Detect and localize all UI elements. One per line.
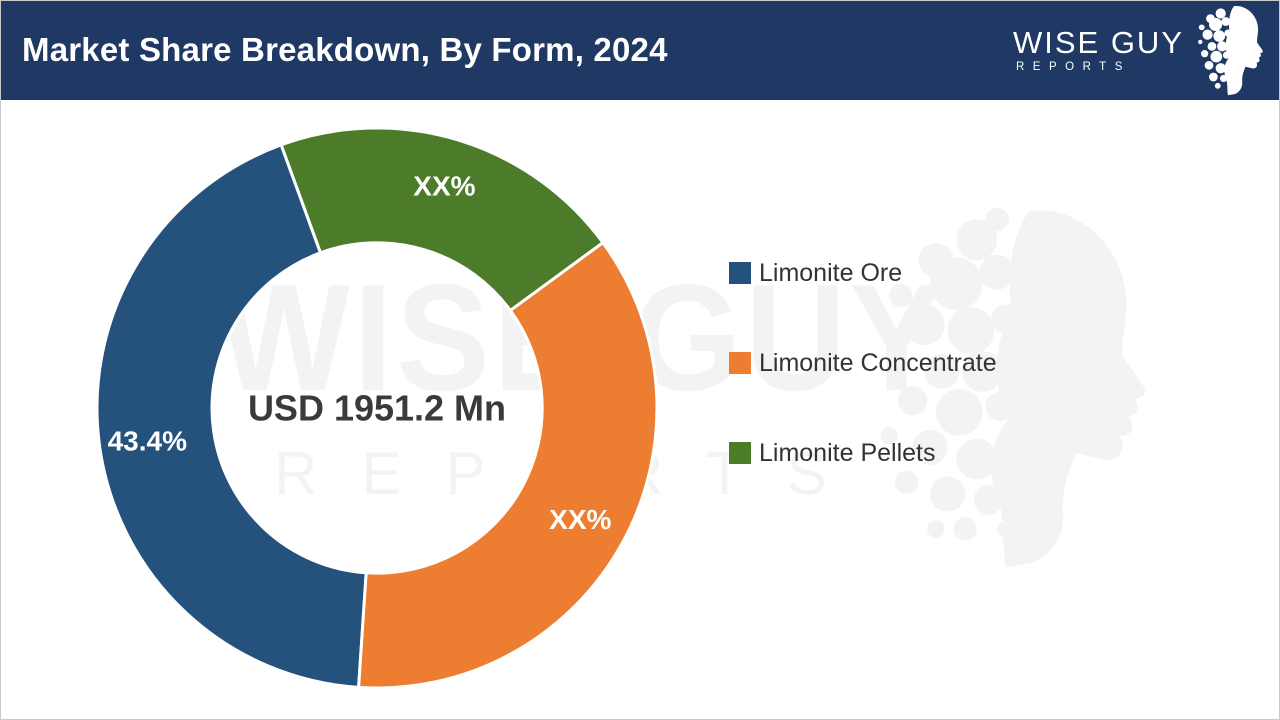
slice-limonite-ore (95, 143, 368, 689)
chart-legend: Limonite Ore Limonite Concentrate Limoni… (729, 258, 997, 531)
head-silhouette-watermark-icon (880, 207, 1145, 568)
slice-limonite-concentrate (357, 241, 659, 690)
legend-swatch-limonite-concentrate (729, 352, 751, 374)
legend-swatch-limonite-ore (729, 262, 751, 284)
chart-title: Market Share Breakdown, By Form, 2024 (22, 31, 668, 68)
slice-label-limonite-pellets: XX% (413, 171, 475, 202)
donut-chart: 43.4% XX% XX% USD 1951.2 Mn (95, 126, 659, 690)
legend-item-limonite-concentrate: Limonite Concentrate (729, 348, 997, 377)
legend-item-limonite-pellets: Limonite Pellets (729, 438, 997, 467)
wise-guy-reports-logo: WISE GUY REPORTS (1013, 4, 1266, 96)
head-silhouette-logo-icon (1198, 6, 1263, 96)
logo-brand-text: WISE GUY (1012, 24, 1184, 60)
slice-label-limonite-concentrate: XX% (549, 504, 611, 535)
legend-item-limonite-ore: Limonite Ore (729, 258, 997, 287)
legend-label: Limonite Ore (759, 258, 903, 287)
legend-swatch-limonite-pellets (729, 442, 751, 464)
donut-center-value: USD 1951.2 Mn (248, 388, 506, 429)
legend-label: Limonite Concentrate (759, 348, 997, 377)
logo-reports-text: REPORTS (1015, 60, 1131, 73)
slice-limonite-pellets (279, 126, 605, 312)
slice-label-limonite-ore: 43.4% (108, 425, 187, 456)
legend-label: Limonite Pellets (759, 438, 936, 467)
header-bar: Market Share Breakdown, By Form, 2024 WI… (0, 0, 1280, 100)
